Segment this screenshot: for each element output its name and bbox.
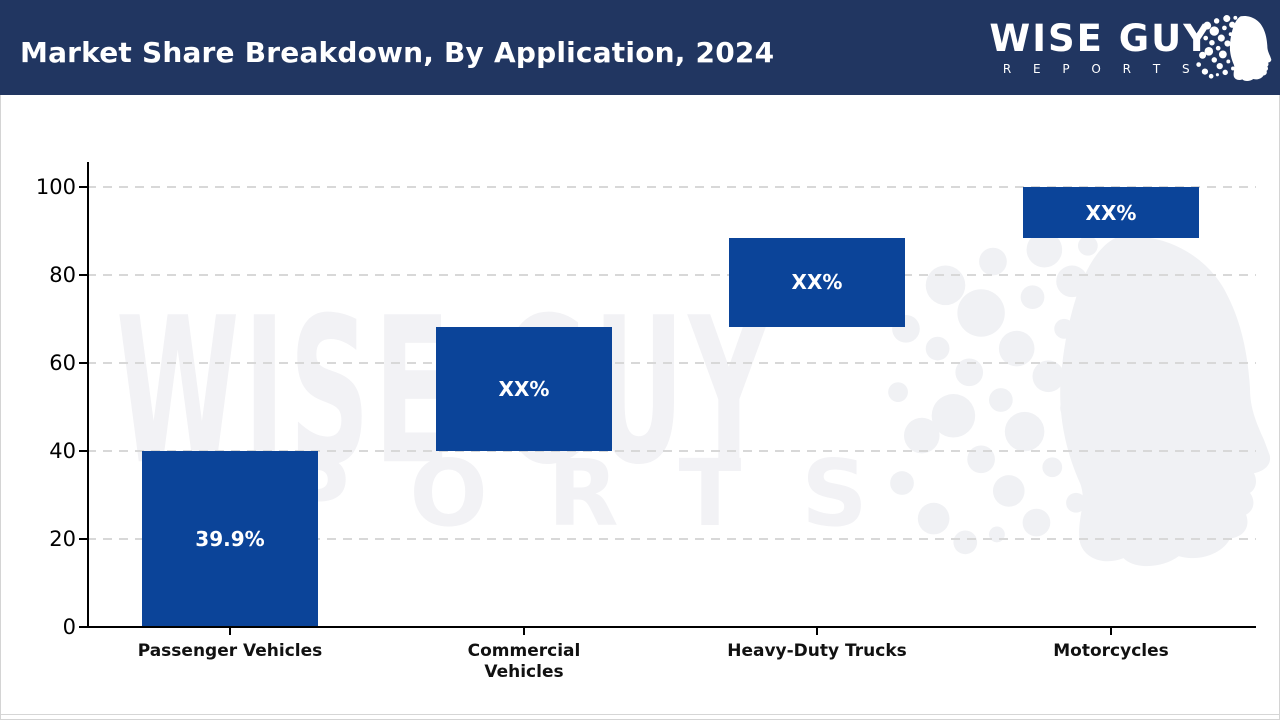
page-title: Market Share Breakdown, By Application, … — [20, 36, 775, 69]
header: Market Share Breakdown, By Application, … — [0, 0, 1280, 95]
x-category-label: Commercial Vehicles — [467, 641, 581, 682]
bar-3: XX% — [729, 238, 905, 327]
gridline — [87, 362, 1256, 364]
gridline — [87, 274, 1256, 276]
bar-value-label: XX% — [498, 377, 550, 402]
footer-divider — [1, 714, 1279, 715]
x-axis-tick — [229, 628, 231, 635]
y-axis-tick-label: 80 — [49, 263, 76, 287]
x-axis-tick — [816, 628, 818, 635]
bar-4: XX% — [1023, 187, 1199, 239]
y-axis-line — [87, 162, 89, 628]
x-axis-tick — [523, 628, 525, 635]
y-axis-tick — [79, 450, 87, 452]
x-axis-line — [87, 626, 1256, 628]
y-axis-tick — [79, 362, 87, 364]
logo-subtext: R E P O R T S — [1002, 61, 1199, 76]
wiseguy-logo: WISE GUY R E P O R T S — [989, 8, 1272, 88]
gridline — [87, 538, 1256, 540]
y-axis-tick-label: 40 — [49, 439, 76, 463]
logo-wordmark: WISE GUY — [989, 17, 1212, 61]
y-axis-tick-label: 0 — [62, 615, 76, 639]
x-category-label: Heavy-Duty Trucks — [727, 641, 907, 661]
y-axis-tick-label: 100 — [35, 175, 76, 199]
bar-value-label: XX% — [1085, 200, 1137, 225]
watermark-text-line2: P O R T S — [282, 440, 882, 547]
x-category-label: Motorcycles — [1053, 641, 1169, 661]
y-axis-tick — [79, 274, 87, 276]
y-axis-tick — [79, 186, 87, 188]
gridline — [87, 450, 1256, 452]
bar-1: 39.9% — [142, 451, 318, 627]
logo-text: WISE GUY R E P O R T S — [989, 17, 1212, 76]
bar-value-label: 39.9% — [195, 527, 265, 552]
y-axis-tick-label: 60 — [49, 351, 76, 375]
x-category-label: Passenger Vehicles — [137, 641, 323, 661]
bar-2: XX% — [436, 326, 612, 452]
gridline — [87, 186, 1256, 188]
bar-value-label: XX% — [791, 270, 843, 295]
y-axis-tick — [79, 538, 87, 540]
y-axis-tick-label: 20 — [49, 527, 76, 551]
x-axis-tick — [1110, 628, 1112, 635]
y-axis-tick — [79, 626, 87, 628]
